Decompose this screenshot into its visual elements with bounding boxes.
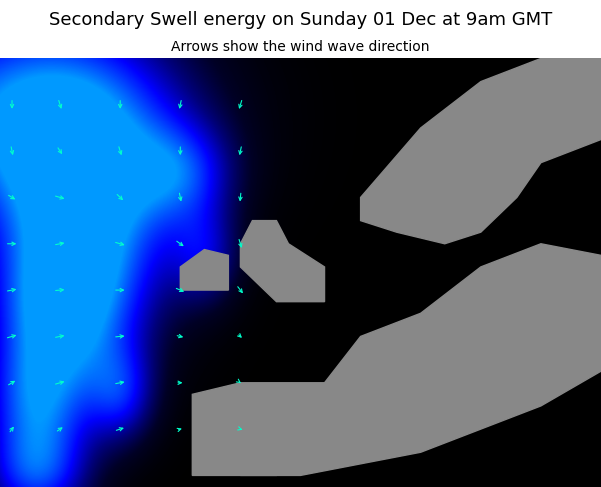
Polygon shape	[361, 58, 601, 244]
Polygon shape	[240, 221, 325, 301]
Polygon shape	[240, 244, 601, 475]
Polygon shape	[192, 383, 337, 475]
Polygon shape	[180, 249, 228, 290]
Text: Secondary Swell energy on Sunday 01 Dec at 9am GMT: Secondary Swell energy on Sunday 01 Dec …	[49, 12, 552, 29]
Text: Arrows show the wind wave direction: Arrows show the wind wave direction	[171, 40, 430, 54]
